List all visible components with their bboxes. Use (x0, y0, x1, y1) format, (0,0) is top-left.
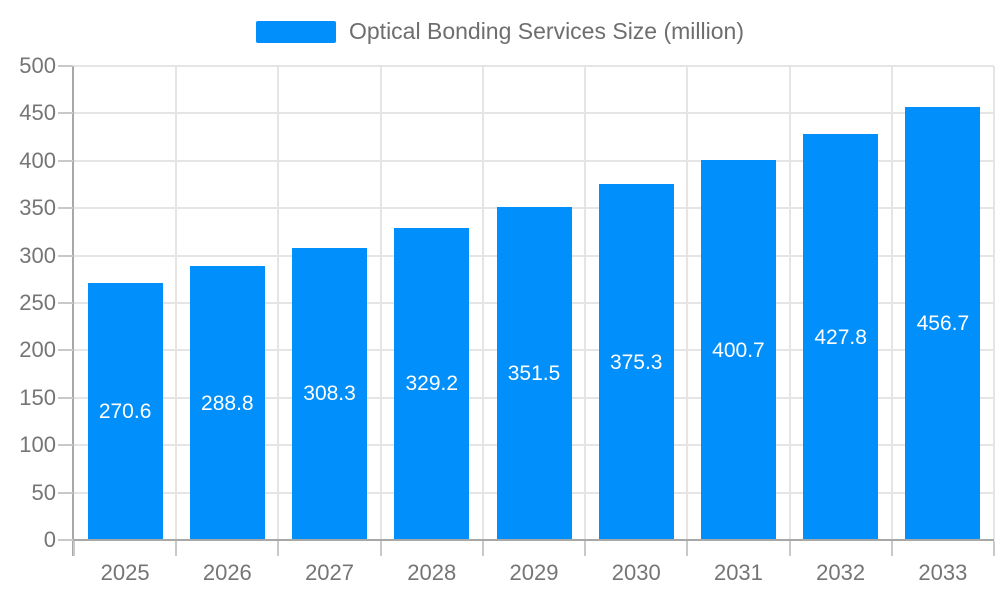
y-axis-tick (58, 112, 73, 115)
y-axis-tick (58, 539, 73, 541)
x-axis-tick (890, 541, 893, 556)
x-axis-tick (379, 541, 382, 556)
gridline-vertical (379, 66, 382, 540)
bar-value-label: 288.8 (201, 391, 254, 415)
y-tick-label: 300 (19, 242, 56, 268)
y-axis-line (72, 66, 74, 556)
y-axis-tick (58, 349, 73, 352)
x-tick-label: 2026 (202, 560, 252, 585)
legend-label: Optical Bonding Services Size (million) (349, 18, 744, 44)
y-axis-tick (58, 396, 73, 399)
bar-value-label: 427.8 (814, 325, 867, 349)
x-tick-label: 2032 (816, 560, 866, 585)
gridline-vertical (788, 66, 791, 540)
x-axis-tick (788, 541, 791, 556)
bar-value-label: 456.7 (916, 312, 970, 336)
x-axis-tick (993, 541, 995, 556)
x-tick-label: 2027 (305, 560, 355, 585)
gridline-vertical (481, 66, 484, 540)
y-tick-label: 350 (19, 195, 56, 221)
x-tick-label: 2028 (407, 560, 457, 585)
x-tick-label: 2031 (713, 560, 763, 585)
plot-area: 270.6 288.8 308.3 329.2 351.5 375.3 400.7 427.8… (74, 65, 995, 540)
x-axis-tick (73, 541, 75, 556)
y-axis-tick (58, 444, 73, 447)
y-axis-tick (58, 207, 73, 210)
y-tick-label: 450 (19, 100, 56, 126)
x-axis-line (58, 539, 994, 541)
bar[interactable]: 427.8 (803, 134, 879, 540)
gridline-vertical (277, 66, 280, 540)
bar-value-label: 351.5 (507, 361, 561, 385)
y-tick-label: 150 (19, 384, 56, 410)
y-tick-label: 250 (19, 290, 56, 315)
x-axis-tick (175, 541, 178, 556)
x-axis-tick (481, 541, 484, 556)
x-axis-tick (584, 541, 587, 556)
x-axis-tick (277, 541, 280, 556)
gridline-horizontal (74, 65, 994, 67)
y-tick-label: 0 (43, 527, 56, 552)
y-axis-labels: 0 50 100 150 200 250 300 350 400 450 500 (0, 55, 56, 551)
x-tick-label: 2025 (100, 560, 150, 585)
bar-value-label: 308.3 (303, 382, 356, 406)
y-axis-tick (58, 302, 73, 304)
legend-swatch-icon (256, 20, 336, 43)
gridline-horizontal (74, 159, 994, 162)
bar-value-label: 329.2 (405, 372, 459, 396)
bar[interactable]: 288.8 (189, 266, 265, 540)
gridline-vertical (993, 66, 995, 540)
gridline-horizontal (74, 112, 994, 115)
y-tick-label: 50 (31, 479, 56, 505)
y-axis-tick (58, 491, 73, 494)
bar[interactable]: 270.6 (87, 283, 163, 540)
bar[interactable]: 400.7 (700, 160, 776, 540)
bar[interactable]: 329.2 (394, 227, 470, 540)
bar-value-label: 400.7 (712, 338, 765, 362)
gridline-vertical (686, 66, 689, 540)
x-tick-label: 2029 (509, 560, 559, 585)
y-tick-label: 100 (19, 432, 56, 458)
y-axis-tick (58, 159, 73, 162)
y-tick-label: 400 (19, 147, 56, 173)
legend[interactable]: Optical Bonding Services Size (million) (0, 20, 1000, 43)
gridline-vertical (584, 66, 587, 540)
bar-value-label: 375.3 (609, 350, 663, 374)
bar[interactable]: 351.5 (496, 206, 572, 540)
gridline-vertical (890, 66, 893, 540)
x-axis-tick (686, 541, 689, 556)
y-axis-tick (58, 254, 73, 257)
bar[interactable]: 456.7 (905, 107, 981, 540)
x-tick-label: 2033 (918, 560, 968, 585)
y-axis-tick (58, 65, 73, 67)
bar[interactable]: 375.3 (598, 184, 674, 540)
y-tick-label: 200 (19, 337, 56, 363)
bar[interactable]: 308.3 (292, 247, 368, 540)
y-tick-label: 500 (19, 53, 56, 78)
bar-value-label: 270.6 (98, 400, 152, 424)
x-tick-label: 2030 (611, 560, 661, 585)
gridline-vertical (175, 66, 178, 540)
x-axis-labels: 2025 2026 2027 2028 2029 2030 2031 2032 2033 (74, 562, 994, 592)
